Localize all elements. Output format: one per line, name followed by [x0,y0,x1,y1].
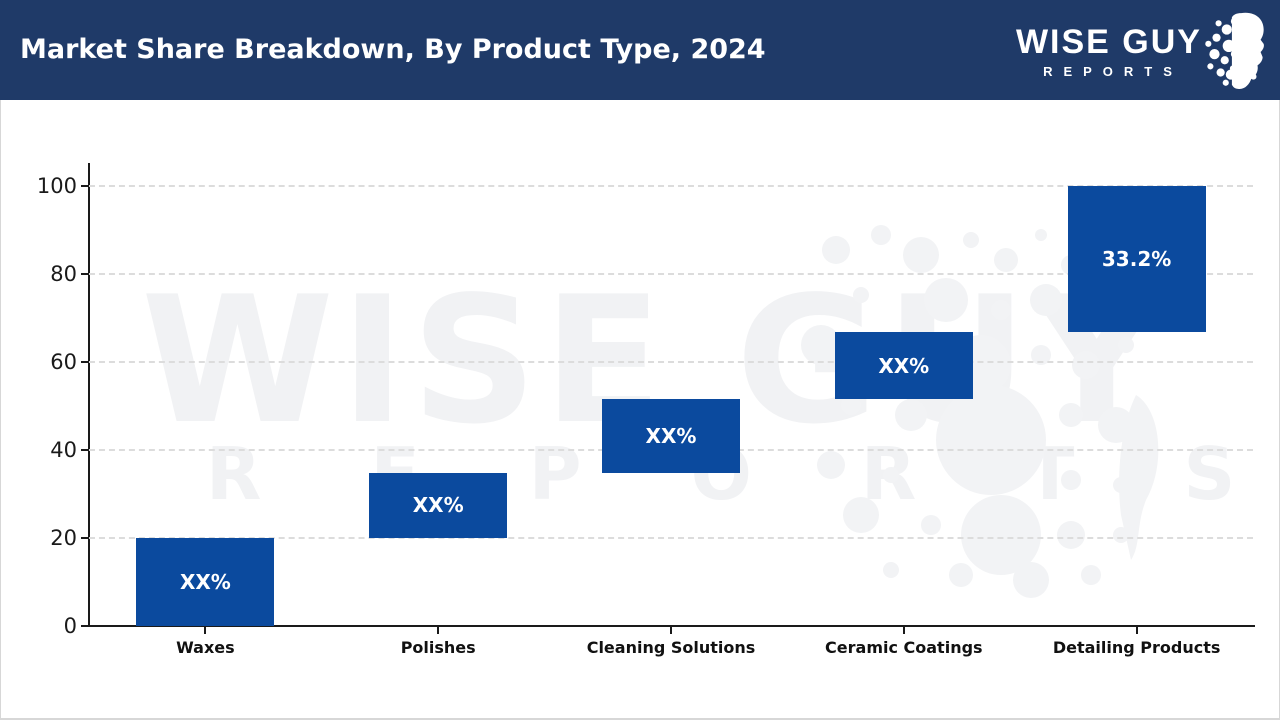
x-tick-1 [204,627,207,634]
y-tick-100 [81,185,89,187]
x-tick-label-5: Detailing Products [1052,638,1221,657]
wiseguy-logo-face-icon [1205,12,1264,90]
y-tick-label-20: 20 [50,526,77,550]
y-tick-label-60: 60 [50,350,77,374]
page-title: Market Share Breakdown, By Product Type,… [20,34,766,65]
gridline-100 [89,185,1253,187]
gridline-60 [89,361,1253,363]
bar-value-label: XX% [179,570,231,594]
x-tick-3 [670,627,672,634]
x-tick-label-3: Cleaning Solutions [586,638,756,657]
bar-value-label: XX% [878,353,930,378]
gridline-20 [89,537,1253,539]
waterfall-chart: WISE GUY R E P O R T S 0 20 40 60 80 [0,100,1280,720]
x-tick-label-4: Ceramic Coatings [825,638,983,657]
bar-polishes: XX% [369,472,508,538]
y-tick-60 [81,361,89,363]
bar-value-label: XX% [645,423,697,448]
gridline-80 [89,273,1253,275]
x-tick-label-2: Polishes [400,638,476,657]
y-tick-label-0: 0 [63,614,77,638]
x-tick-5 [1135,627,1138,634]
x-axis-line [88,625,1255,627]
watermark-face-dots-icon [801,225,1159,598]
bar-value-label: 33.2% [1101,247,1172,272]
header-bar: Market Share Breakdown, By Product Type,… [0,0,1280,100]
y-tick-20 [81,537,89,539]
x-tick-4 [902,627,905,634]
y-tick-label-80: 80 [50,262,77,286]
y-tick-0 [81,625,89,627]
bar-value-label: XX% [412,493,464,518]
wiseguy-logo-reports: REPORTS [1043,64,1183,79]
wiseguy-logo: WISE GUY REPORTS [1016,8,1268,94]
bar-detailing-products: 33.2% [1067,186,1206,333]
x-tick-2 [437,627,440,634]
y-tick-label-40: 40 [50,438,77,462]
y-tick-80 [81,273,89,275]
y-tick-label-100: 100 [36,174,77,198]
bar-waxes: XX% [136,538,275,626]
bar-ceramic-coatings: XX% [834,332,973,399]
y-tick-40 [81,449,89,451]
x-tick-label-1: Waxes [176,638,235,657]
wiseguy-logo-text: WISE GUY REPORTS [1016,23,1202,79]
bar-cleaning-solutions: XX% [602,398,740,473]
wiseguy-logo-wordmark: WISE GUY [1015,23,1202,61]
y-axis-line [88,163,90,626]
